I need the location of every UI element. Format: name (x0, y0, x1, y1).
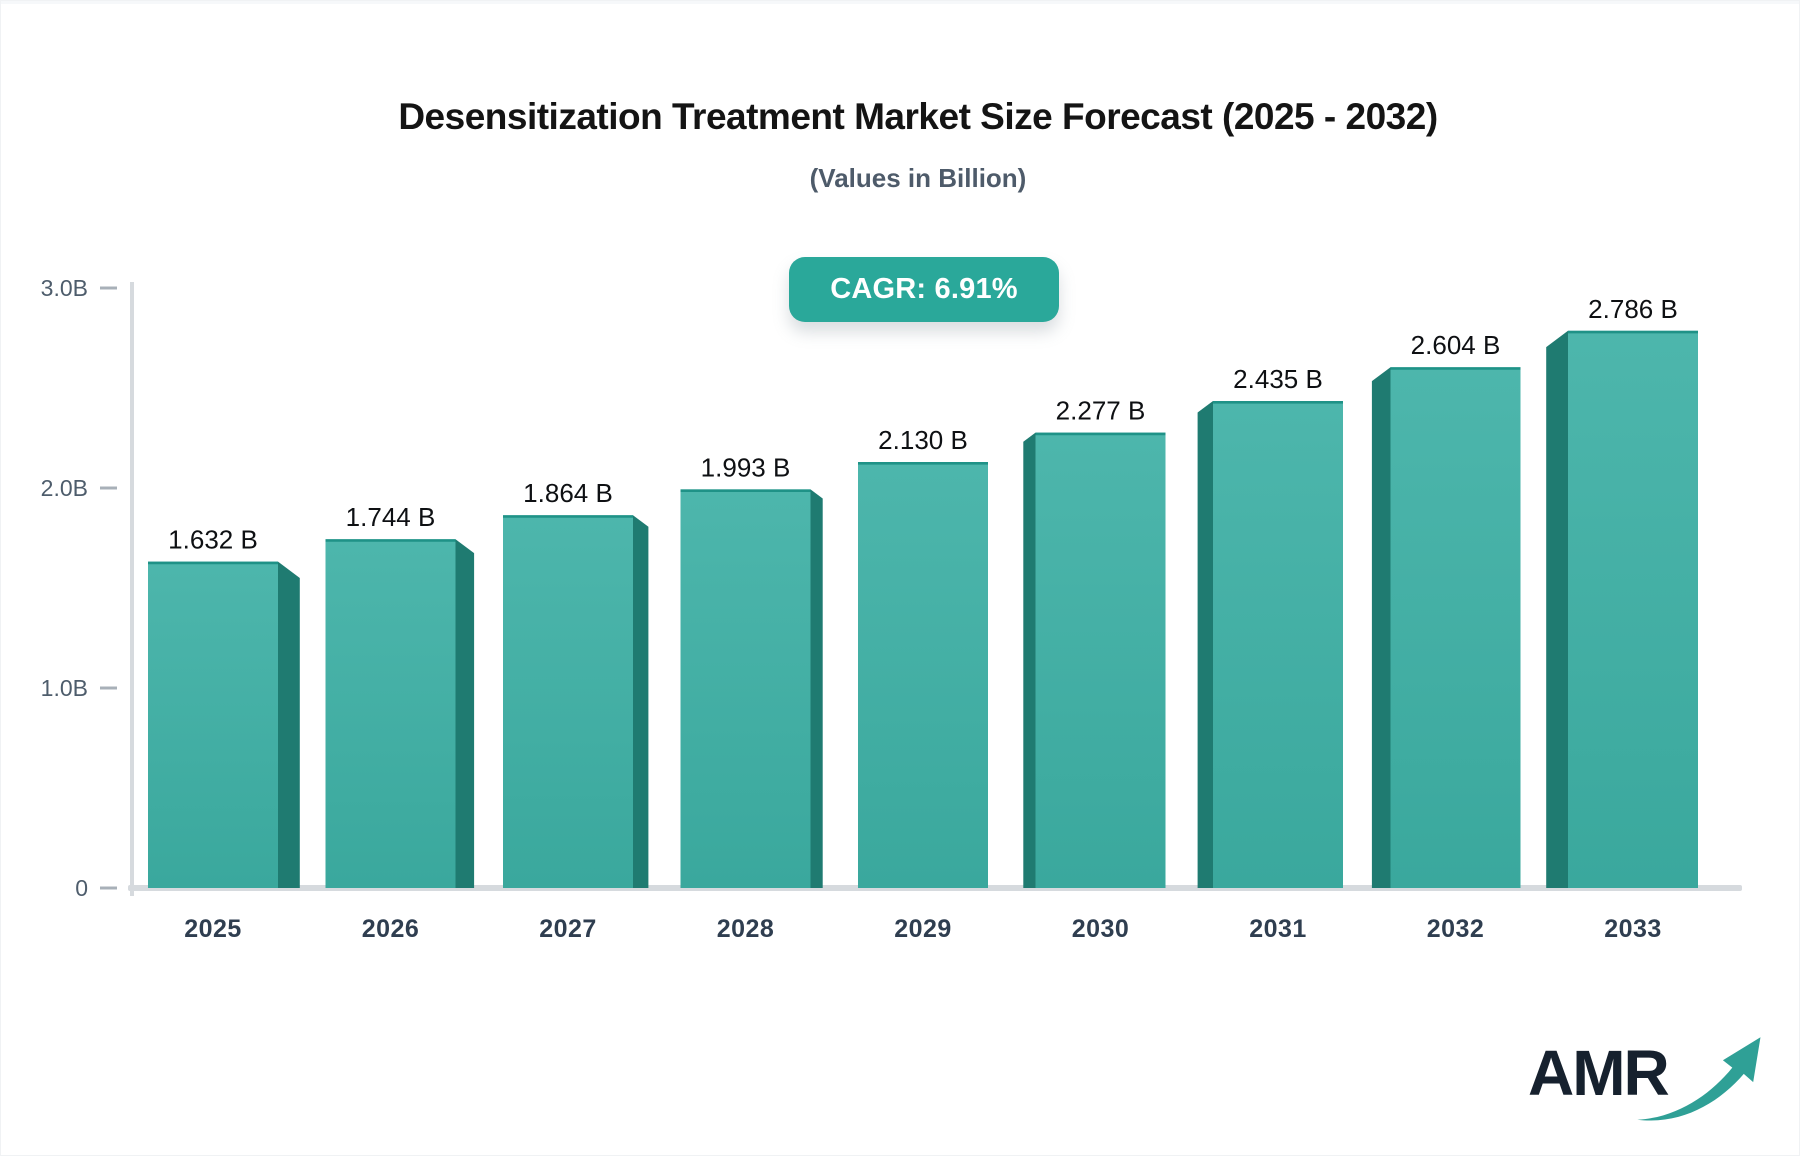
bar-main-face (325, 539, 456, 888)
bar-value-label: 1.744 B (346, 502, 436, 532)
bar-2030: 2.277 B 2030 (1023, 396, 1166, 943)
y-tick-label-3.0B: 3.0B (41, 275, 88, 301)
bar-main-face (1035, 432, 1166, 888)
bar-2029: 2.130 B 2029 (858, 425, 988, 943)
bar-2032: 2.604 B 2032 (1371, 330, 1521, 943)
x-axis-label-2027: 2027 (539, 915, 597, 943)
x-axis-label-2029: 2029 (894, 915, 952, 943)
bar-value-label: 2.786 B (1588, 294, 1678, 324)
bar-side-face (1371, 367, 1391, 888)
bar-2026: 1.744 B 2026 (325, 502, 475, 943)
bar-main-face (503, 515, 633, 888)
bar-value-label: 2.130 B (878, 425, 968, 455)
bar-side-face (1546, 330, 1568, 888)
x-axis-label-2033: 2033 (1604, 915, 1662, 943)
x-axis-label-2028: 2028 (717, 915, 775, 943)
chart-subtitle: (Values in Billion) (809, 163, 1027, 193)
bar-side-face (633, 515, 649, 888)
bar-value-label: 2.435 B (1233, 364, 1323, 394)
amr-logo: AMR (1528, 1028, 1768, 1128)
growth-arrow-icon (1637, 1037, 1761, 1121)
bar-main-face (1213, 401, 1343, 888)
bar-main-face (148, 561, 278, 888)
x-axis-label-2025: 2025 (184, 915, 242, 943)
chart-title: Desensitization Treatment Market Size Fo… (398, 96, 1438, 137)
bar-2025: 1.632 B 2025 (148, 525, 300, 943)
bar-side-face (810, 489, 823, 888)
bar-2027: 1.864 B 2027 (503, 478, 649, 943)
x-axis-label-2031: 2031 (1249, 915, 1307, 943)
bar-2028: 1.993 B 2028 (680, 452, 823, 943)
page-top-border (0, 0, 1800, 4)
bar-value-label: 1.864 B (523, 478, 613, 508)
bar-value-label: 2.604 B (1411, 330, 1501, 360)
y-tick-label-0: 0 (75, 875, 88, 901)
bar-2033: 2.786 B 2033 (1546, 294, 1698, 943)
y-tick-label-2.0B: 2.0B (41, 475, 88, 501)
bar-side-face (1023, 432, 1036, 888)
bar-main-face (1568, 330, 1698, 888)
bar-value-label: 1.632 B (168, 525, 258, 555)
bar-side-face (455, 539, 475, 888)
bar-side-face (1197, 401, 1213, 888)
amr-logo-text: AMR (1528, 1037, 1670, 1109)
y-tick-label-1.0B: 1.0B (41, 675, 88, 701)
bar-2031: 2.435 B 2031 (1197, 364, 1343, 943)
bar-main-face (680, 489, 811, 888)
x-axis-label-2032: 2032 (1427, 915, 1485, 943)
bar-value-label: 2.277 B (1056, 396, 1146, 426)
bar-main-face (858, 462, 988, 888)
bar-main-face (1390, 367, 1521, 888)
bar-side-face (278, 561, 300, 888)
bar-value-label: 1.993 B (701, 452, 791, 482)
cagr-badge: CAGR: 6.91% (789, 257, 1059, 322)
x-axis-label-2030: 2030 (1072, 915, 1130, 943)
x-axis-label-2026: 2026 (362, 915, 420, 943)
